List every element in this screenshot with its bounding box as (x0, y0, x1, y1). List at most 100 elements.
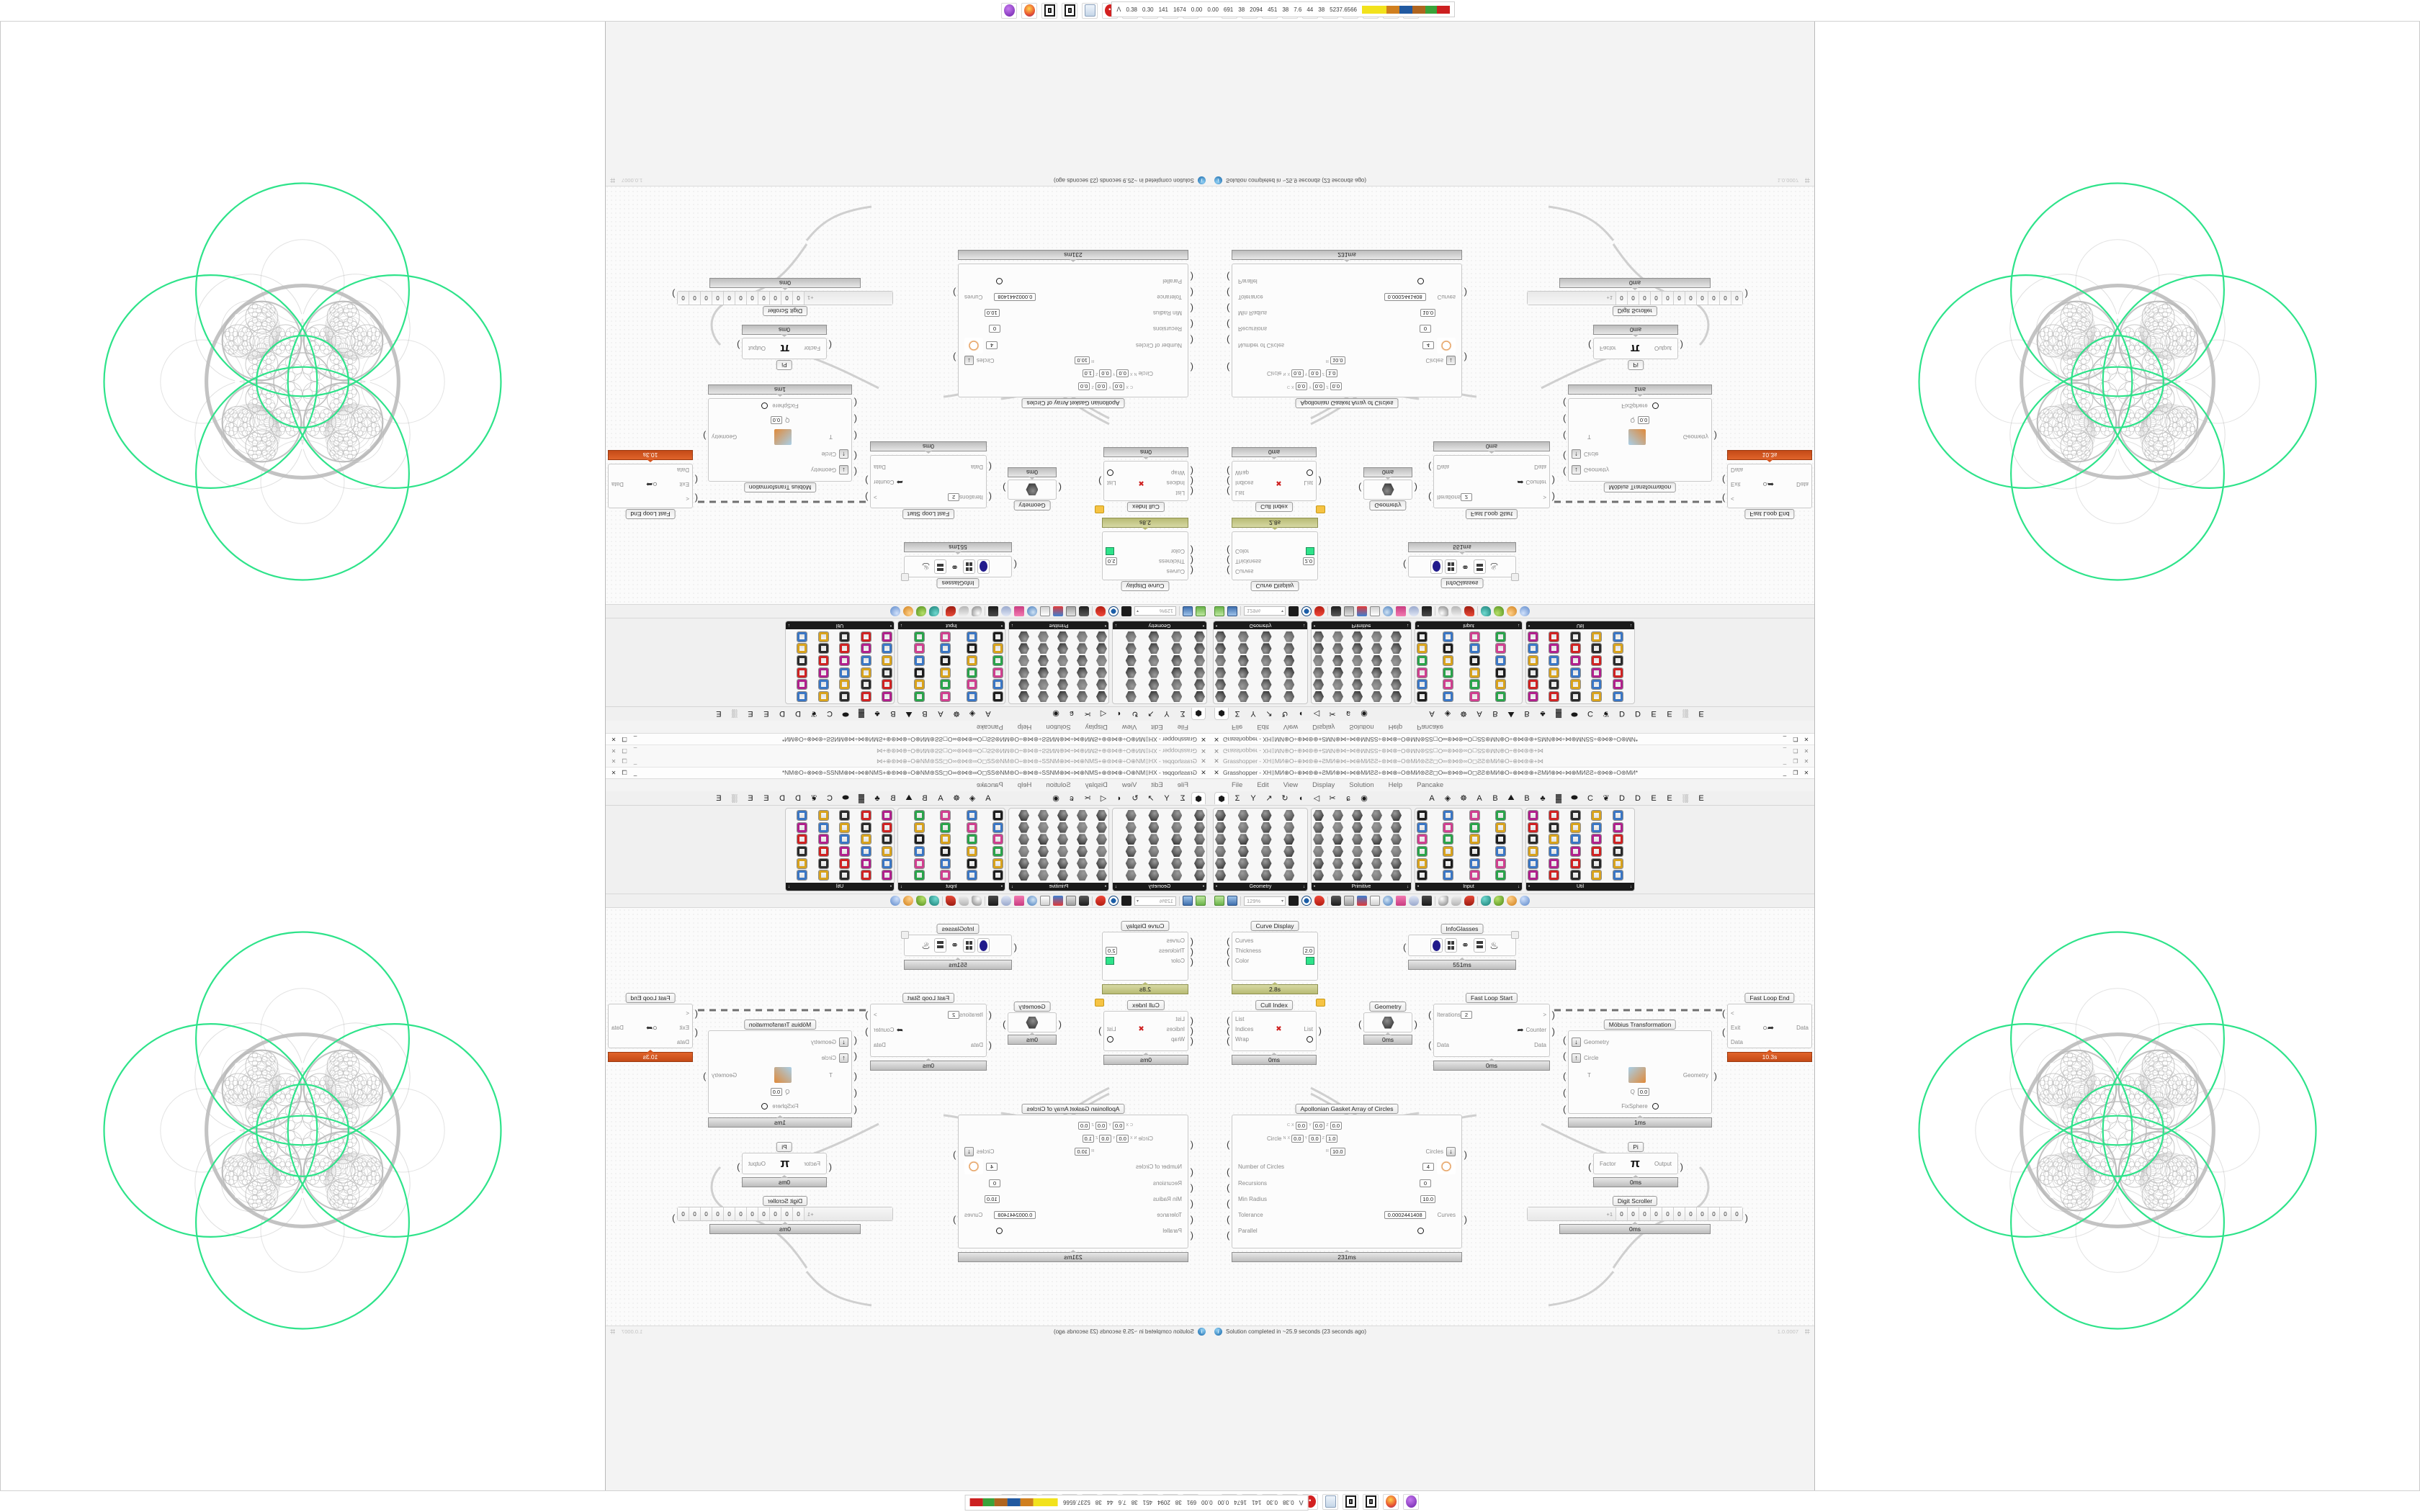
component-icon[interactable] (1443, 834, 1454, 845)
ribbon-tab-r12[interactable]: D (795, 709, 801, 719)
component-icon[interactable] (1528, 667, 1538, 678)
component-icon[interactable] (1018, 810, 1029, 821)
firefox-icon[interactable] (1383, 1493, 1399, 1510)
port-pi-output[interactable]: Output (1654, 1160, 1672, 1167)
ribbon-tab-2[interactable]: Υ (1250, 793, 1256, 803)
ribbon-tab-r3[interactable]: A (938, 709, 944, 719)
component-icon[interactable] (1126, 858, 1137, 869)
thickness-value[interactable]: 2.0 (1106, 946, 1118, 955)
at-icon[interactable] (1344, 896, 1354, 906)
component-icon[interactable] (1469, 822, 1480, 833)
component-icon[interactable] (1283, 667, 1294, 678)
teal-blob-icon[interactable] (1481, 606, 1491, 616)
component-icon[interactable] (1194, 846, 1205, 857)
panel-expand-icon[interactable]: ↓ (1011, 623, 1013, 628)
port-curves-out[interactable]: Curves (964, 294, 983, 301)
component-icon[interactable] (1371, 858, 1382, 869)
wrap-toggle[interactable] (1107, 1035, 1113, 1043)
component-icon[interactable] (1077, 870, 1088, 881)
component-icon[interactable] (1149, 822, 1160, 833)
r-value[interactable]: 10.0 (1330, 1147, 1345, 1156)
component-icon[interactable] (1612, 655, 1623, 666)
grid-icon[interactable] (963, 938, 975, 953)
component-icon[interactable] (1469, 846, 1480, 857)
component-icon[interactable] (1283, 643, 1294, 654)
component-icon[interactable] (1494, 643, 1506, 654)
parallel-toggle[interactable] (1417, 1227, 1424, 1234)
component-icon[interactable] (1332, 667, 1343, 678)
component-icon[interactable] (1612, 679, 1623, 690)
port-mobius-out[interactable]: Geometry (712, 1071, 738, 1079)
fixsphere-toggle[interactable] (761, 402, 768, 410)
component-icon[interactable] (839, 643, 851, 654)
open-file-icon[interactable] (1214, 606, 1224, 616)
port-mobius-t[interactable]: T (829, 433, 833, 441)
component-icon[interactable] (940, 846, 951, 857)
component-icon[interactable] (1528, 810, 1538, 821)
component-icon[interactable] (1194, 858, 1205, 869)
port-data-out[interactable]: Data (874, 1041, 886, 1048)
port-pi-output[interactable]: Output (1654, 345, 1672, 352)
digit-cell-10[interactable]: 0 (678, 292, 689, 305)
circle-up-arrow-icon[interactable]: ↑ (1572, 449, 1581, 459)
component-icon[interactable] (1528, 834, 1538, 845)
port-curves[interactable]: Curves (1166, 568, 1185, 575)
port-pi-factor[interactable]: Factor (1600, 1160, 1616, 1167)
shade-grey-icon[interactable] (1451, 606, 1461, 616)
component-icon[interactable] (1549, 655, 1560, 666)
ribbon-tab-1[interactable]: Σ (1180, 709, 1186, 719)
panel-expand-icon[interactable]: ↓ (1011, 884, 1013, 889)
wrap-toggle[interactable] (1107, 469, 1113, 477)
search-magnifier-icon[interactable] (1027, 896, 1037, 906)
component-icon[interactable] (1126, 679, 1137, 690)
component-icon[interactable] (1549, 691, 1560, 702)
grasshopper-canvas[interactable]: Curve Display Curves Thickness 2.0 Color… (606, 186, 1210, 604)
grid-icon[interactable] (1445, 938, 1457, 953)
maximize-button[interactable]: ❐ (1793, 736, 1798, 742)
menu-item-solution[interactable]: Solution (1349, 723, 1374, 731)
menu-item-solution[interactable]: Solution (1046, 781, 1071, 789)
mobius-q-value[interactable]: 0.0 (770, 416, 783, 425)
c-x-value[interactable]: 0.0 (1112, 1121, 1125, 1130)
component-icon[interactable] (1528, 631, 1538, 642)
component-icon[interactable] (1194, 679, 1205, 690)
ribbon-tab-7[interactable]: ✂ (1329, 709, 1336, 718)
component-icon[interactable] (1171, 846, 1182, 857)
component-icon[interactable] (797, 631, 808, 642)
component-icon[interactable] (1569, 858, 1581, 869)
digit-cell-1[interactable]: 0 (1627, 292, 1639, 305)
menu-item-view[interactable]: View (1121, 781, 1137, 789)
port-mobius-t[interactable]: T (1587, 1071, 1591, 1079)
component-icon[interactable] (797, 691, 808, 702)
component-icon[interactable] (1591, 643, 1603, 654)
ribbon-tab-3[interactable]: ↗ (1147, 709, 1155, 718)
open-file-icon[interactable] (1196, 606, 1206, 616)
close-icon-behind-2[interactable]: ✕ (1803, 747, 1809, 754)
panel-expand-icon[interactable]: ↓ (1518, 884, 1520, 889)
component-icon[interactable] (797, 834, 808, 845)
component-icon[interactable] (1194, 643, 1205, 654)
port-curves-out[interactable]: Curves (1437, 294, 1456, 301)
ribbon-tab-r8[interactable]: ▓ (1555, 793, 1562, 803)
component-icon[interactable] (966, 679, 977, 690)
ribbon-tab-r9[interactable]: ⬬ (842, 710, 849, 719)
component-icon[interactable] (1237, 870, 1249, 881)
component-icon[interactable] (1057, 834, 1068, 845)
port-mobius-out[interactable]: Geometry (1682, 1071, 1708, 1079)
digit-cell-4[interactable]: 0 (1662, 292, 1673, 305)
component-panel-caption[interactable]: • Geometry ↓ (1113, 883, 1206, 891)
digit-cell-8[interactable]: 0 (1708, 292, 1719, 305)
ribbon-tab-r8[interactable]: ▓ (1555, 709, 1562, 719)
component-icon[interactable] (1018, 679, 1029, 690)
component-icon[interactable] (1283, 834, 1295, 845)
menu-item-help[interactable]: Help (1017, 781, 1032, 789)
ribbon-tab-r15[interactable]: E (748, 709, 753, 719)
n-x-value[interactable]: 0.0 (1116, 369, 1129, 378)
at-icon[interactable] (1344, 606, 1354, 616)
component-icon[interactable] (1612, 858, 1623, 869)
close-icon-behind[interactable]: ✕ (1214, 757, 1219, 765)
flame-icon[interactable] (1314, 606, 1325, 616)
ribbon-tab-r2[interactable]: ☸ (953, 794, 960, 803)
component-icon[interactable] (1171, 870, 1182, 881)
